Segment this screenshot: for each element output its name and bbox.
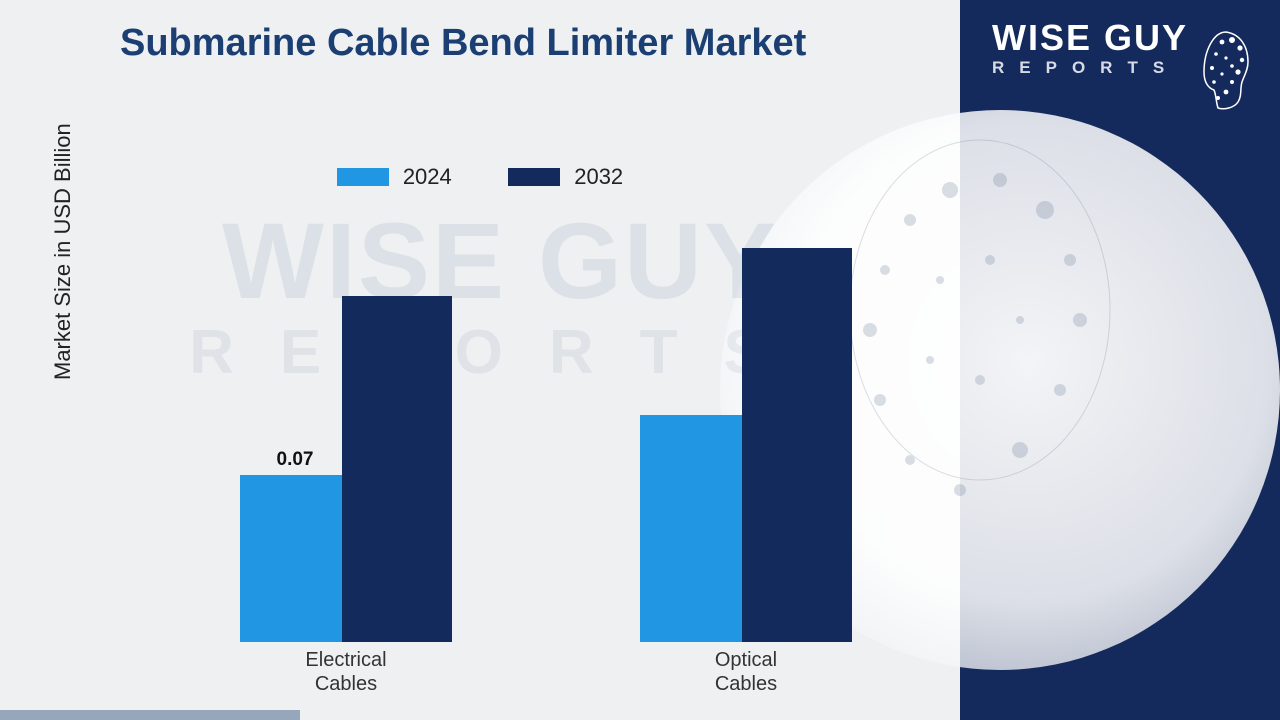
bar-value-label: 0.07 bbox=[240, 449, 350, 471]
legend-swatch-2032 bbox=[508, 168, 560, 186]
category-label: ElectricalCables bbox=[266, 642, 426, 696]
bar-2024 bbox=[240, 475, 350, 642]
legend-item-2024: 2024 bbox=[337, 164, 452, 190]
legend: 2024 2032 bbox=[0, 164, 960, 191]
y-axis-label: Market Size in USD Billion bbox=[50, 123, 76, 380]
brand-logo: WISE GUY REPORTS bbox=[992, 20, 1252, 78]
infographic-stage: WISE GUY REPORTS Submarine Cable Bend Li… bbox=[0, 0, 1280, 720]
legend-item-2032: 2032 bbox=[508, 164, 623, 190]
legend-label-2024: 2024 bbox=[403, 164, 452, 190]
plot-area: 0.07ElectricalCablesOpticalCables bbox=[110, 212, 950, 642]
legend-label-2032: 2032 bbox=[574, 164, 623, 190]
bar-2032 bbox=[342, 296, 452, 642]
footer-accent-bar bbox=[0, 710, 300, 720]
brand-head-icon bbox=[1182, 28, 1254, 112]
bar-2032 bbox=[742, 248, 852, 642]
legend-swatch-2024 bbox=[337, 168, 389, 186]
category-label: OpticalCables bbox=[666, 642, 826, 696]
bar-2024 bbox=[640, 415, 750, 642]
chart-title: Submarine Cable Bend Limiter Market bbox=[120, 22, 806, 65]
